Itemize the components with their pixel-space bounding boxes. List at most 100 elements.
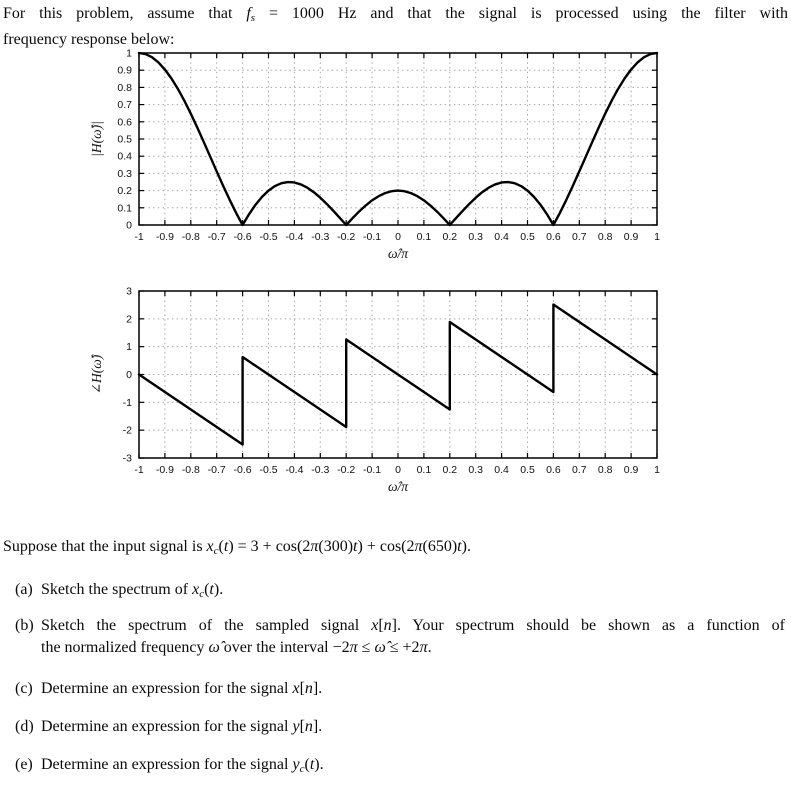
y-tick-labels: 0 0.1 0.2 0.3 0.4 0.5 0.6 0.7 0.8 0.9 1 xyxy=(117,48,132,232)
svg-text:-1: -1 xyxy=(123,397,132,409)
svg-text:1: 1 xyxy=(126,48,132,60)
x-axis-label: ω̂/π xyxy=(388,479,409,494)
text-run: ( xyxy=(218,538,224,555)
svg-text:-1: -1 xyxy=(134,464,143,476)
svg-text:-0.4: -0.4 xyxy=(285,231,303,243)
svg-text:0.8: 0.8 xyxy=(598,231,613,243)
svg-text:0.5: 0.5 xyxy=(520,464,535,476)
svg-text:-0.2: -0.2 xyxy=(337,464,355,476)
text-run: ω̂ xyxy=(374,639,386,656)
text-run: t xyxy=(457,538,462,555)
text-run: x xyxy=(192,581,200,598)
svg-text:0.4: 0.4 xyxy=(494,231,509,243)
text-run: ]. Your spectrum should be shown as a fu… xyxy=(391,617,786,634)
svg-text:0.7: 0.7 xyxy=(572,464,587,476)
part-d: (d) Determine an expression for the sign… xyxy=(15,716,785,738)
svg-text:2: 2 xyxy=(126,313,132,325)
svg-text:0.9: 0.9 xyxy=(117,65,132,77)
part-a-text: Sketch the spectrum of xc(t). xyxy=(41,579,785,605)
text-run: ) = 3 + cos(2 xyxy=(228,538,311,555)
y-axis-label: ∠H(ω̂) xyxy=(89,353,104,394)
svg-text:0.8: 0.8 xyxy=(598,464,613,476)
svg-text:-0.5: -0.5 xyxy=(259,231,277,243)
part-b-label: (b) xyxy=(15,617,34,634)
svg-text:0: 0 xyxy=(395,464,401,476)
plot-box xyxy=(138,52,658,226)
grid-lines xyxy=(139,53,657,225)
part-e-label: (e) xyxy=(15,756,33,773)
svg-text:0: 0 xyxy=(126,220,132,232)
svg-text:-0.2: -0.2 xyxy=(337,231,355,243)
text-run: n xyxy=(304,718,313,735)
svg-text:-0.3: -0.3 xyxy=(311,464,329,476)
svg-text:1: 1 xyxy=(654,464,660,476)
intro-line-2: frequency response below: xyxy=(3,29,788,51)
svg-text:-0.9: -0.9 xyxy=(156,231,174,243)
svg-text:0.4: 0.4 xyxy=(494,464,509,476)
text-run: n xyxy=(304,680,313,697)
part-e: (e) Determine an expression for the sign… xyxy=(15,754,785,780)
svg-text:0.2: 0.2 xyxy=(117,185,132,197)
svg-text:0.2: 0.2 xyxy=(442,231,457,243)
part-a: (a) Sketch the spectrum of xc(t). xyxy=(15,579,785,605)
text-run: ( xyxy=(204,581,210,598)
text-run: t xyxy=(309,756,315,773)
intro-line-1: For this problem, assume that fs = 1000 … xyxy=(3,3,788,29)
text-run: n xyxy=(383,617,392,634)
svg-text:0: 0 xyxy=(126,369,132,381)
part-d-label: (d) xyxy=(15,718,34,735)
svg-text:0.1: 0.1 xyxy=(417,231,432,243)
x-axis-label: ω̂/π xyxy=(388,246,409,261)
text-run: ). xyxy=(213,581,224,598)
text-run: [ xyxy=(299,680,305,697)
svg-text:-1: -1 xyxy=(134,231,143,243)
part-b-text: Sketch the spectrum of the sampled signa… xyxy=(41,615,785,659)
svg-text:-0.8: -0.8 xyxy=(182,464,200,476)
svg-text:0.3: 0.3 xyxy=(468,464,483,476)
text-run: For this problem, assume that xyxy=(3,5,247,22)
x-tick-labels: -1 -0.9 -0.8 -0.7 -0.6 -0.5 -0.4 -0.3 -0.2 -0.1 0 0… xyxy=(134,464,660,476)
svg-text:0.5: 0.5 xyxy=(117,134,132,146)
svg-text:-0.7: -0.7 xyxy=(208,231,226,243)
text-run: c xyxy=(299,763,305,775)
text-run: c xyxy=(213,545,219,557)
svg-text:0.8: 0.8 xyxy=(117,82,132,94)
part-e-text: Determine an expression for the signal y… xyxy=(41,754,785,780)
svg-text:3: 3 xyxy=(126,286,132,298)
text-run: Sketch the spectrum of xyxy=(41,581,193,598)
svg-text:0.7: 0.7 xyxy=(117,99,132,111)
text-run: ). xyxy=(314,756,324,773)
text-run: c xyxy=(199,588,205,600)
text-run: y xyxy=(292,718,300,735)
text-run: ]. xyxy=(312,718,323,735)
svg-text:-0.5: -0.5 xyxy=(259,464,277,476)
text-run: ( xyxy=(304,756,310,773)
phase-response-curve xyxy=(137,303,659,446)
svg-text:0.7: 0.7 xyxy=(572,231,587,243)
text-run: x xyxy=(206,538,214,555)
part-a-label: (a) xyxy=(15,581,33,598)
svg-text:0.9: 0.9 xyxy=(624,231,639,243)
text-run: [ xyxy=(378,617,384,634)
svg-text:0.2: 0.2 xyxy=(442,464,457,476)
text-run: s xyxy=(250,12,256,24)
svg-text:-0.8: -0.8 xyxy=(182,231,200,243)
svg-text:1: 1 xyxy=(126,341,132,353)
svg-text:-2: -2 xyxy=(123,425,132,437)
part-b-line-2: the normalized frequency ω̂ over the int… xyxy=(41,637,785,659)
problem-intro: For this problem, assume that fs = 1000 … xyxy=(3,3,788,51)
text-run: π xyxy=(419,639,428,656)
text-run: ) + cos(2 xyxy=(357,538,415,555)
text-run: Determine an expression for the signal xyxy=(41,680,293,697)
svg-text:-0.7: -0.7 xyxy=(208,464,226,476)
text-run: = 1000 Hz and that the signal is process… xyxy=(255,5,788,22)
text-run: frequency response below: xyxy=(3,31,175,48)
svg-text:0.6: 0.6 xyxy=(546,464,561,476)
svg-text:0.3: 0.3 xyxy=(468,231,483,243)
part-b: (b) Sketch the spectrum of the sampled s… xyxy=(15,615,785,659)
svg-text:-0.1: -0.1 xyxy=(363,464,381,476)
text-run: y xyxy=(292,756,300,773)
svg-text:-0.9: -0.9 xyxy=(156,464,174,476)
text-run: [ xyxy=(299,718,305,735)
